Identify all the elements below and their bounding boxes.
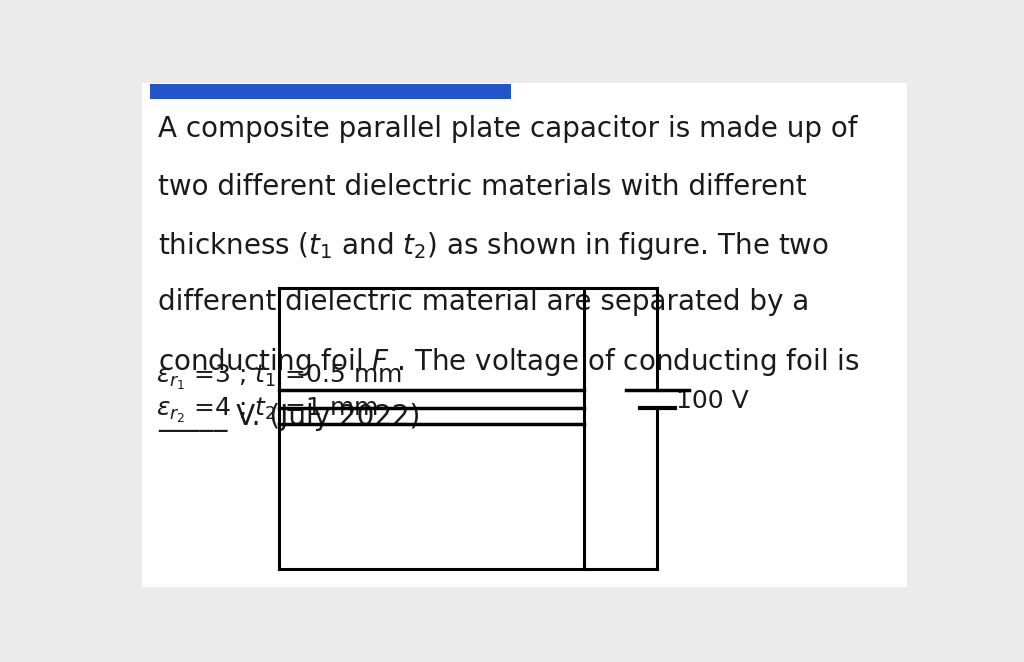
- Text: $\varepsilon_{r_1}$ =3 ; $t_1$ =0.5 mm: $\varepsilon_{r_1}$ =3 ; $t_1$ =0.5 mm: [156, 363, 401, 392]
- Text: thickness ($t_1$ and $t_2$) as shown in figure. The two: thickness ($t_1$ and $t_2$) as shown in …: [158, 230, 829, 262]
- Text: different dielectric material are separated by a: different dielectric material are separa…: [158, 288, 809, 316]
- Text: _____ V. (July 2022): _____ V. (July 2022): [158, 403, 421, 432]
- Text: $\varepsilon_{r_2}$ =4 ; $t_2$ =1 mm: $\varepsilon_{r_2}$ =4 ; $t_2$ =1 mm: [156, 396, 378, 426]
- Text: two different dielectric materials with different: two different dielectric materials with …: [158, 173, 807, 201]
- Bar: [151, 83, 511, 99]
- Text: 100 V: 100 V: [676, 389, 749, 412]
- Text: A composite parallel plate capacitor is made up of: A composite parallel plate capacitor is …: [158, 115, 858, 143]
- Text: conducting foil $F$ . The voltage of conducting foil is: conducting foil $F$ . The voltage of con…: [158, 346, 860, 377]
